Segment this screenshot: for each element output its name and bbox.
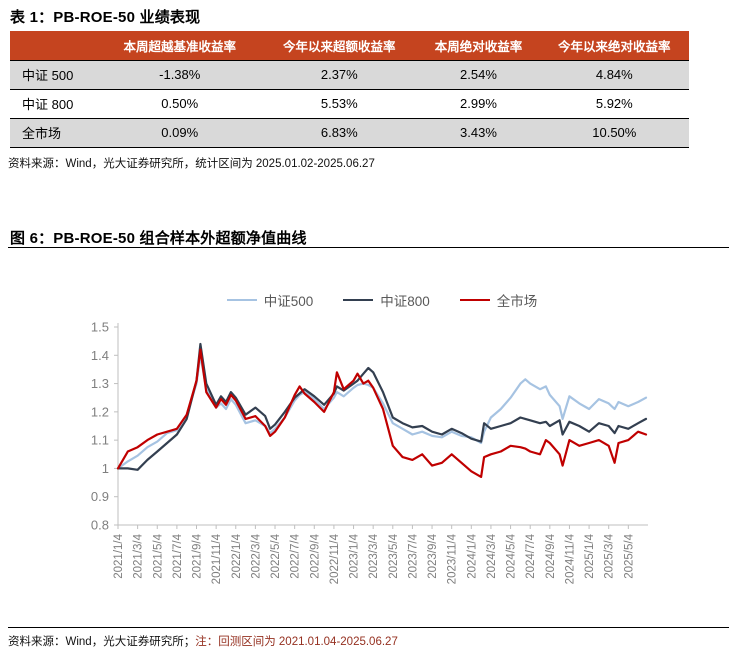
x-tick-label: 2025/5/4 [623, 533, 635, 578]
legend-swatch-icon [343, 299, 374, 301]
chart-canvas: 0.8 0.9 1 1.1 1.2 1.3 1.4 1.5 2021/1/4 2021/3/4 20… [91, 320, 648, 584]
value-cell: 10.50% [539, 118, 689, 148]
table-title: 表 1：PB-ROE-50 业绩表现 [10, 9, 201, 26]
value-cell: 5.53% [261, 89, 418, 119]
figure-source-prefix: 资料来源：Wind，光大证券研究所； [8, 636, 196, 648]
y-tick-label: 1 [102, 461, 109, 476]
table-header-row: 本周超越基准收益率 今年以来超额收益率 本周绝对收益率 今年以来绝对收益率 [10, 31, 689, 61]
x-tick-label: 2024/9/4 [545, 533, 557, 578]
line-chart: 0.8 0.9 1 1.1 1.2 1.3 1.4 1.5 2021/1/4 2021/3/4 20… [0, 318, 737, 628]
figure-top-rule [8, 247, 729, 248]
legend-swatch-icon [459, 299, 490, 301]
x-tick-label: 2021/11/4 [211, 533, 223, 584]
x-tick-label: 2023/11/4 [447, 533, 459, 584]
table-source-text: 资料来源：Wind，光大证券研究所，统计区间为 2025.01.02-2025.… [8, 158, 375, 170]
performance-table: 本周超越基准收益率 今年以来超额收益率 本周绝对收益率 今年以来绝对收益率 中证… [10, 31, 689, 148]
x-tick-label: 2024/5/4 [506, 533, 518, 578]
row-label: 全市场 [10, 118, 99, 148]
value-cell: 0.09% [98, 118, 262, 148]
value-cell: -1.38% [98, 60, 262, 90]
x-tick-label: 2022/5/4 [270, 533, 282, 578]
y-tick-label: 1.3 [91, 376, 109, 391]
header-cell-ytd-excess: 今年以来超额收益率 [261, 31, 418, 61]
row-label: 中证 500 [10, 60, 99, 90]
table-row: 中证 800 0.50% 5.53% 2.99% 5.92% [10, 89, 689, 119]
value-cell: 4.84% [539, 60, 689, 90]
x-tick-label: 2021/1/4 [113, 533, 125, 578]
series-line-中证800 [116, 342, 648, 471]
x-tick-label: 2024/3/4 [486, 533, 498, 578]
value-cell: 3.43% [417, 118, 540, 148]
x-tick-label: 2023/5/4 [388, 533, 400, 578]
legend-label: 中证800 [380, 294, 430, 309]
y-tick-label: 1.1 [91, 433, 109, 448]
figure-source-text: 资料来源：Wind，光大证券研究所；注：回测区间为 2021.01.04-202… [8, 633, 398, 649]
y-tick-label: 1.4 [91, 348, 109, 363]
header-cell-week-excess: 本周超越基准收益率 [98, 31, 262, 61]
x-tick-label: 2024/11/4 [564, 533, 576, 584]
x-tick-label: 2022/1/4 [231, 533, 243, 578]
header-cell-empty [10, 31, 99, 61]
figure-title: 图 6：PB-ROE-50 组合样本外超额净值曲线 [10, 230, 307, 247]
y-tick-label: 1.5 [91, 320, 109, 335]
value-cell: 2.37% [261, 60, 418, 90]
header-cell-ytd-abs: 今年以来绝对收益率 [539, 31, 689, 61]
x-tick-label: 2023/7/4 [407, 533, 419, 578]
x-tick-label: 2025/1/4 [584, 533, 596, 578]
x-tick-label: 2023/9/4 [427, 533, 439, 578]
x-tick-label: 2024/1/4 [466, 533, 478, 578]
x-tick-label: 2022/7/4 [290, 533, 302, 578]
legend-label: 全市场 [496, 294, 538, 309]
x-tick-label: 2023/3/4 [368, 533, 380, 578]
y-tick-label: 0.9 [91, 489, 109, 504]
x-tick-label: 2021/5/4 [152, 533, 164, 578]
x-tick-label: 2021/3/4 [133, 533, 145, 578]
x-tick-label: 2021/9/4 [192, 533, 204, 578]
row-label: 中证 800 [10, 89, 99, 119]
figure-bottom-rule [8, 627, 729, 628]
header-cell-week-abs: 本周绝对收益率 [417, 31, 540, 61]
x-tick-label: 2022/3/4 [250, 533, 262, 578]
value-cell: 2.99% [417, 89, 540, 119]
x-tick-label: 2025/3/4 [604, 533, 616, 578]
legend-label: 中证500 [263, 294, 314, 309]
value-cell: 0.50% [98, 89, 262, 119]
figure-backtest-note: 注：回测区间为 2021.01.04-2025.06.27 [195, 636, 398, 648]
x-tick-label: 2024/7/4 [525, 533, 537, 578]
x-tick-label: 2022/9/4 [309, 533, 321, 578]
x-tick-label: 2021/7/4 [172, 533, 184, 578]
legend-item-中证800: 中证800 [343, 290, 430, 310]
legend-item-全市场: 全市场 [459, 290, 538, 310]
chart-legend: 中证500 中证800 全市场 [118, 290, 646, 310]
table-row: 中证 500 -1.38% 2.37% 2.54% 4.84% [10, 60, 689, 90]
y-tick-label: 1.2 [91, 404, 109, 419]
series-line-全市场 [116, 348, 648, 478]
legend-swatch-icon [226, 299, 257, 301]
x-tick-label: 2022/11/4 [329, 533, 341, 584]
legend-item-中证500: 中证500 [226, 290, 314, 310]
value-cell: 5.92% [539, 89, 689, 119]
value-cell: 6.83% [261, 118, 418, 148]
x-tick-label: 2023/1/4 [349, 533, 361, 578]
y-tick-label: 0.8 [91, 518, 109, 533]
table-row: 全市场 0.09% 6.83% 3.43% 10.50% [10, 118, 689, 148]
value-cell: 2.54% [417, 60, 540, 90]
